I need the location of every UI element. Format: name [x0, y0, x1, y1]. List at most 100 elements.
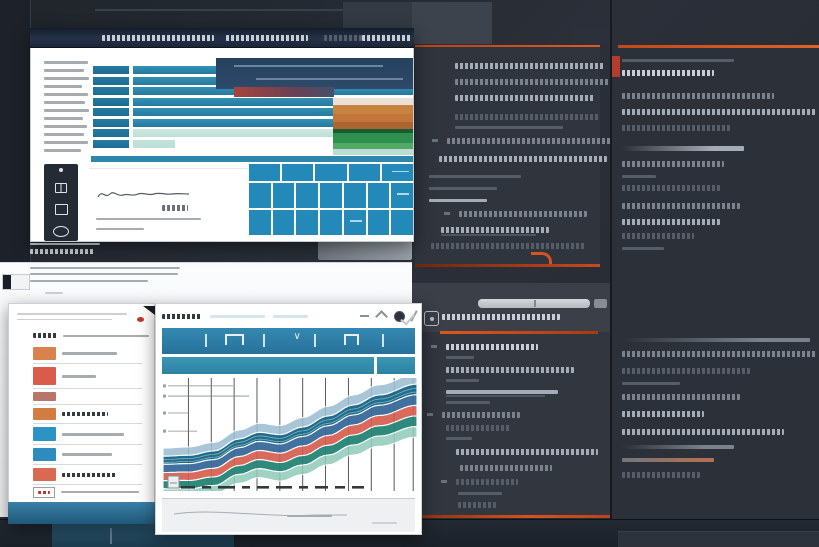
- calendar-cell[interactable]: [296, 210, 319, 235]
- legend-item[interactable]: [33, 392, 142, 401]
- legend-item[interactable]: [33, 427, 142, 441]
- row-value-cell: [133, 129, 413, 137]
- text-line: [622, 368, 750, 374]
- table-row: [93, 139, 413, 148]
- text-line: [30, 243, 100, 245]
- calendar-cell[interactable]: [272, 183, 295, 208]
- text-line: [44, 125, 87, 128]
- text-line: [96, 228, 144, 230]
- scrollbar-button[interactable]: [594, 299, 607, 308]
- legend-separator: [33, 444, 142, 445]
- calendar-cell[interactable]: [343, 210, 366, 235]
- legend-separator: [33, 388, 142, 389]
- copy-icon[interactable]: [54, 204, 68, 215]
- text-line: [44, 85, 82, 88]
- globe-icon[interactable]: [394, 310, 405, 322]
- text-line: [455, 114, 600, 120]
- text-line: [622, 185, 720, 191]
- corner-wedge: [143, 306, 155, 315]
- calendar-cell[interactable]: [296, 183, 319, 208]
- text-line: [622, 429, 784, 435]
- calendar-cell[interactable]: [320, 183, 342, 208]
- calendar-cell[interactable]: [381, 164, 413, 181]
- text-line: [362, 34, 412, 41]
- chart-subtoolbar[interactable]: [162, 357, 415, 374]
- legend-item[interactable]: [33, 408, 142, 420]
- legend-item[interactable]: [33, 448, 142, 461]
- text-line: [44, 149, 81, 152]
- toolbar-bracket: [225, 334, 245, 345]
- legend-item[interactable]: [33, 367, 142, 385]
- text-line: [455, 79, 615, 85]
- legend-item[interactable]: [33, 347, 142, 360]
- text-line: [622, 109, 816, 115]
- text-line: [444, 211, 587, 217]
- text-line: [622, 125, 730, 131]
- legend-swatch: [33, 347, 56, 360]
- text-line: [622, 146, 744, 151]
- legend-swatch: [33, 408, 56, 420]
- blue-divider-bar: [91, 156, 413, 162]
- oval-icon[interactable]: [53, 226, 69, 237]
- row-key-cell: [93, 97, 129, 106]
- text-line: [622, 175, 656, 178]
- background-shape: [0, 0, 31, 262]
- title-text-line: [442, 314, 560, 320]
- scrollbar-horizontal[interactable]: [478, 299, 590, 308]
- text-line: [30, 273, 178, 275]
- text-line: [33, 333, 57, 338]
- grid-icon[interactable]: [55, 183, 67, 193]
- text-line: [44, 133, 84, 136]
- calendar-cell[interactable]: [249, 164, 281, 181]
- text-line: [102, 34, 214, 41]
- calendar-cell[interactable]: [391, 183, 413, 208]
- calendar-cell[interactable]: [272, 210, 295, 235]
- calendar-cell[interactable]: [315, 164, 347, 181]
- expand-icon[interactable]: [375, 309, 388, 323]
- calendar-cell[interactable]: [391, 210, 413, 235]
- text-line: [441, 227, 549, 236]
- close-dot-button[interactable]: [137, 317, 144, 322]
- minimize-icon[interactable]: [360, 315, 369, 317]
- legend-label: [62, 374, 96, 378]
- calendar-cell[interactable]: [282, 164, 314, 181]
- orange-green-stack: [333, 98, 413, 155]
- calendar-cell[interactable]: [367, 210, 390, 235]
- orange-band: [333, 105, 413, 114]
- text-line: [455, 126, 563, 129]
- green-band-dark: [333, 129, 413, 133]
- dot-icon[interactable]: [59, 168, 63, 172]
- toolbar-vee: ∨: [293, 331, 301, 342]
- text-line: [44, 69, 84, 72]
- background-shape: [575, 28, 613, 45]
- table-row: [93, 129, 413, 137]
- text-line: [44, 61, 88, 64]
- row-key-cell: [93, 108, 129, 116]
- text-line: [30, 249, 94, 254]
- text-line: [458, 492, 502, 495]
- window-titlebar[interactable]: [30, 28, 414, 48]
- calendar-cell[interactable]: [367, 183, 390, 208]
- calendar-cell[interactable]: [249, 210, 271, 235]
- text-line: [446, 390, 558, 397]
- text-line: [446, 437, 472, 440]
- code-text-block: [429, 63, 637, 249]
- calendar-cell[interactable]: [249, 183, 271, 208]
- toolbar-tick: [263, 334, 266, 347]
- calendar-cell[interactable]: [348, 164, 380, 181]
- text-line: [446, 379, 479, 382]
- text-line: [622, 458, 714, 462]
- calendar-cell[interactable]: [343, 183, 366, 208]
- text-line: [429, 199, 487, 202]
- row-key-cell: [93, 118, 129, 127]
- legend-separator: [33, 484, 142, 485]
- text-line: [455, 95, 595, 101]
- calendar-cell[interactable]: [320, 210, 342, 235]
- toolbar-divider: [374, 357, 377, 374]
- legend-item[interactable]: [33, 468, 142, 481]
- text-line: [622, 382, 680, 385]
- doc-text-block: [427, 344, 598, 508]
- chart-toolbar[interactable]: ∨: [162, 328, 415, 354]
- background-shape: [412, 2, 492, 44]
